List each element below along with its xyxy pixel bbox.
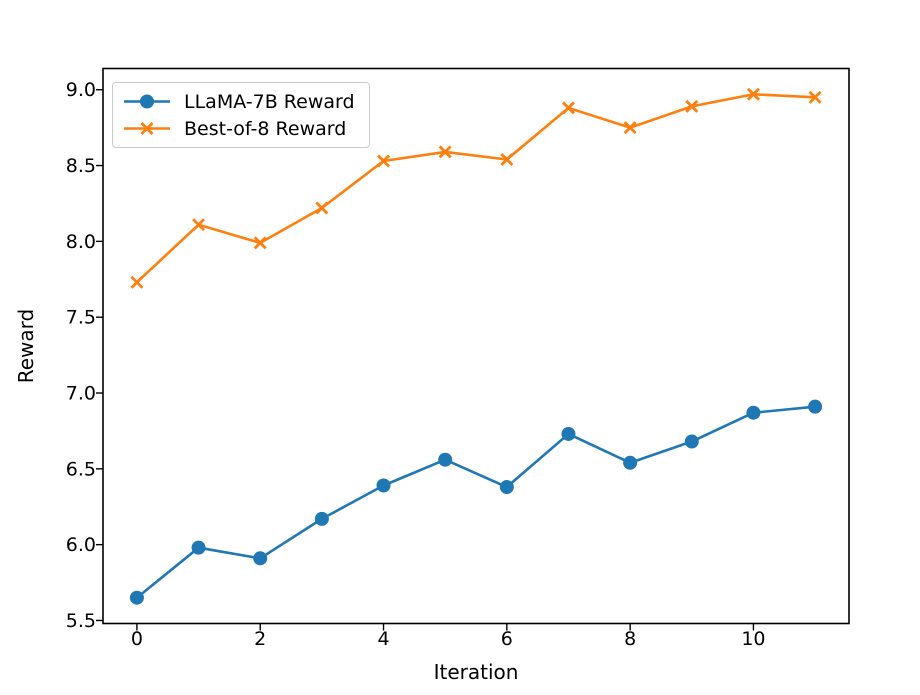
legend-sample-marker	[140, 122, 154, 135]
legend-line-x-icon	[124, 122, 170, 135]
x-tick-label: 4	[377, 628, 389, 650]
data-point-llama-7b-reward	[253, 551, 268, 566]
series-line-best-of-8-reward	[136, 92, 816, 284]
data-point-llama-7b-reward	[129, 590, 144, 605]
data-point-llama-7b-reward	[438, 452, 453, 467]
legend-item-best-of-8: Best-of-8 Reward	[123, 116, 355, 141]
data-point-best-of-8-reward	[500, 152, 514, 166]
data-point-llama-7b-reward	[808, 399, 823, 414]
x-axis-label: Iteration	[433, 660, 519, 684]
x-tick-label: 6	[501, 628, 513, 650]
data-point-llama-7b-reward	[684, 434, 699, 449]
data-point-best-of-8-reward	[130, 275, 144, 289]
y-axis-label: Reward	[14, 308, 38, 384]
data-point-best-of-8-reward	[192, 218, 206, 232]
legend: LLaMA-7B Reward Best-of-8 Reward	[112, 82, 370, 148]
legend-item-llama-7b: LLaMA-7B Reward	[123, 89, 355, 114]
data-point-best-of-8-reward	[746, 87, 760, 101]
x-tick-label: 0	[131, 628, 143, 650]
data-point-best-of-8-reward	[377, 154, 391, 168]
y-tick-label: 6.5	[66, 458, 96, 480]
y-tick-label: 9.0	[66, 79, 96, 101]
data-point-best-of-8-reward	[438, 145, 452, 159]
legend-label-llama-7b: LLaMA-7B Reward	[184, 90, 355, 113]
data-point-best-of-8-reward	[623, 121, 637, 135]
data-point-best-of-8-reward	[561, 101, 575, 115]
x-tick-label: 2	[254, 628, 266, 650]
series-line-llama-7b-reward	[136, 405, 816, 599]
y-tick-label: 8.5	[66, 155, 96, 177]
y-tick-label: 6.0	[66, 534, 96, 556]
data-point-best-of-8-reward	[253, 236, 267, 250]
data-point-llama-7b-reward	[561, 426, 576, 441]
legend-line-circle-icon	[124, 94, 170, 109]
data-point-llama-7b-reward	[623, 455, 638, 470]
y-tick-label: 7.5	[66, 307, 96, 329]
legend-sample-marker	[140, 94, 154, 109]
y-tick-label: 8.0	[66, 231, 96, 253]
x-tick-label: 10	[741, 628, 765, 650]
y-tick-label: 5.5	[66, 610, 96, 632]
plot-border	[102, 67, 850, 625]
data-point-llama-7b-reward	[746, 405, 761, 420]
data-point-best-of-8-reward	[315, 201, 329, 215]
data-point-llama-7b-reward	[499, 480, 514, 495]
legend-label-best-of-8: Best-of-8 Reward	[184, 117, 347, 140]
data-point-best-of-8-reward	[685, 99, 699, 113]
data-point-llama-7b-reward	[376, 478, 391, 493]
y-tick-label: 7.0	[66, 383, 96, 405]
data-point-llama-7b-reward	[191, 540, 206, 555]
data-point-llama-7b-reward	[314, 511, 329, 526]
data-point-best-of-8-reward	[808, 90, 822, 104]
x-tick-label: 8	[624, 628, 636, 650]
